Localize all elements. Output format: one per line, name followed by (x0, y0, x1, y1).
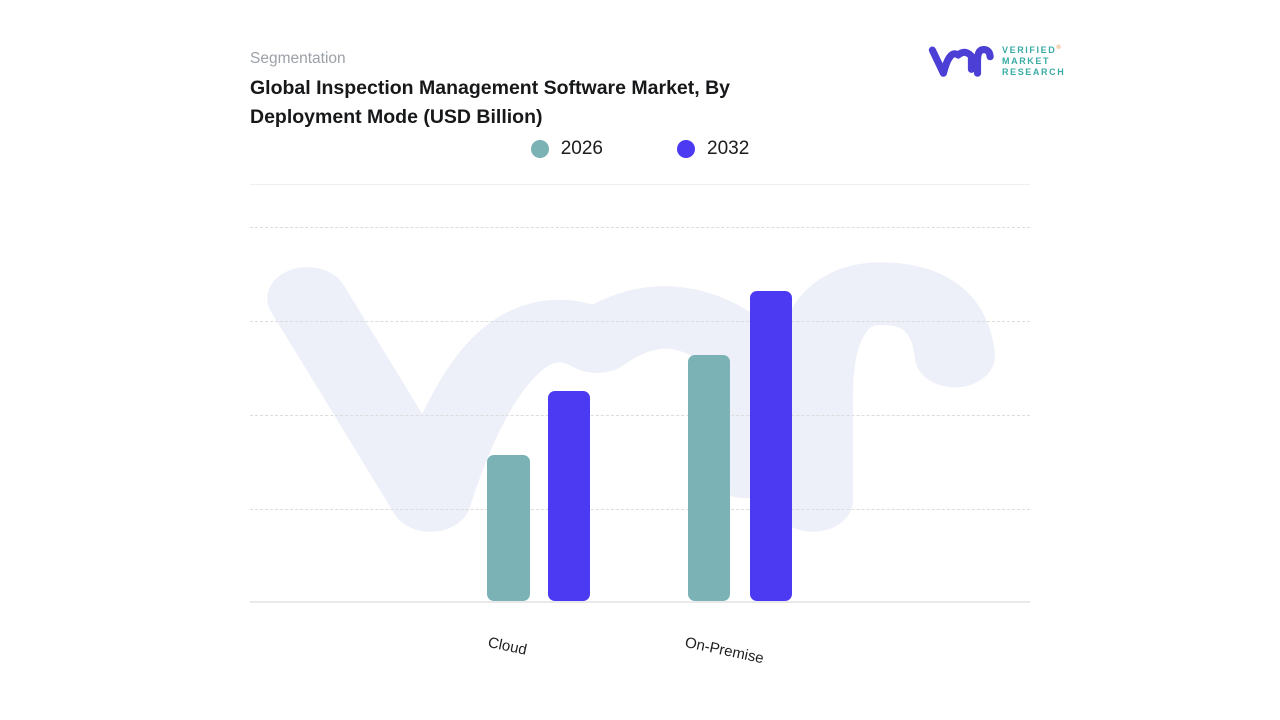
legend-item-2032: 2032 (677, 138, 749, 160)
x-axis-label-cloud: Cloud (486, 634, 529, 659)
bar-on-premise-2032 (750, 291, 792, 601)
bar-cloud-2032 (548, 391, 590, 601)
bar-cloud-2026 (487, 455, 530, 601)
legend-label-2032: 2032 (707, 138, 750, 159)
vmr-logo-text: VERIFIED® MARKET RESEARCH (1002, 45, 1066, 77)
vmr-logo: VERIFIED® MARKET RESEARCH (928, 38, 1068, 84)
bar-on-premise-2026 (688, 355, 730, 601)
chart-title: Global Inspection Management Software Ma… (250, 77, 731, 128)
chart-legend: 2026 2032 (250, 136, 1030, 162)
segmentation-label: Segmentation (250, 50, 346, 67)
gridline (250, 415, 1030, 416)
registered-trademark-icon: ® (1056, 45, 1061, 51)
x-axis-label-on-premise: On-Premise (683, 634, 766, 668)
header-divider (250, 184, 1030, 185)
legend-dot-2026-icon (530, 140, 549, 158)
vmr-monogram-icon (928, 40, 994, 80)
gridline (250, 227, 1030, 228)
gridline (250, 509, 1030, 510)
legend-dot-2032-icon (677, 140, 695, 158)
gridline (250, 321, 1030, 322)
plot-area (250, 227, 1030, 603)
legend-label-2026: 2026 (560, 138, 603, 159)
vmr-watermark-icon (258, 231, 998, 539)
legend-item-2026: 2026 (530, 138, 603, 160)
